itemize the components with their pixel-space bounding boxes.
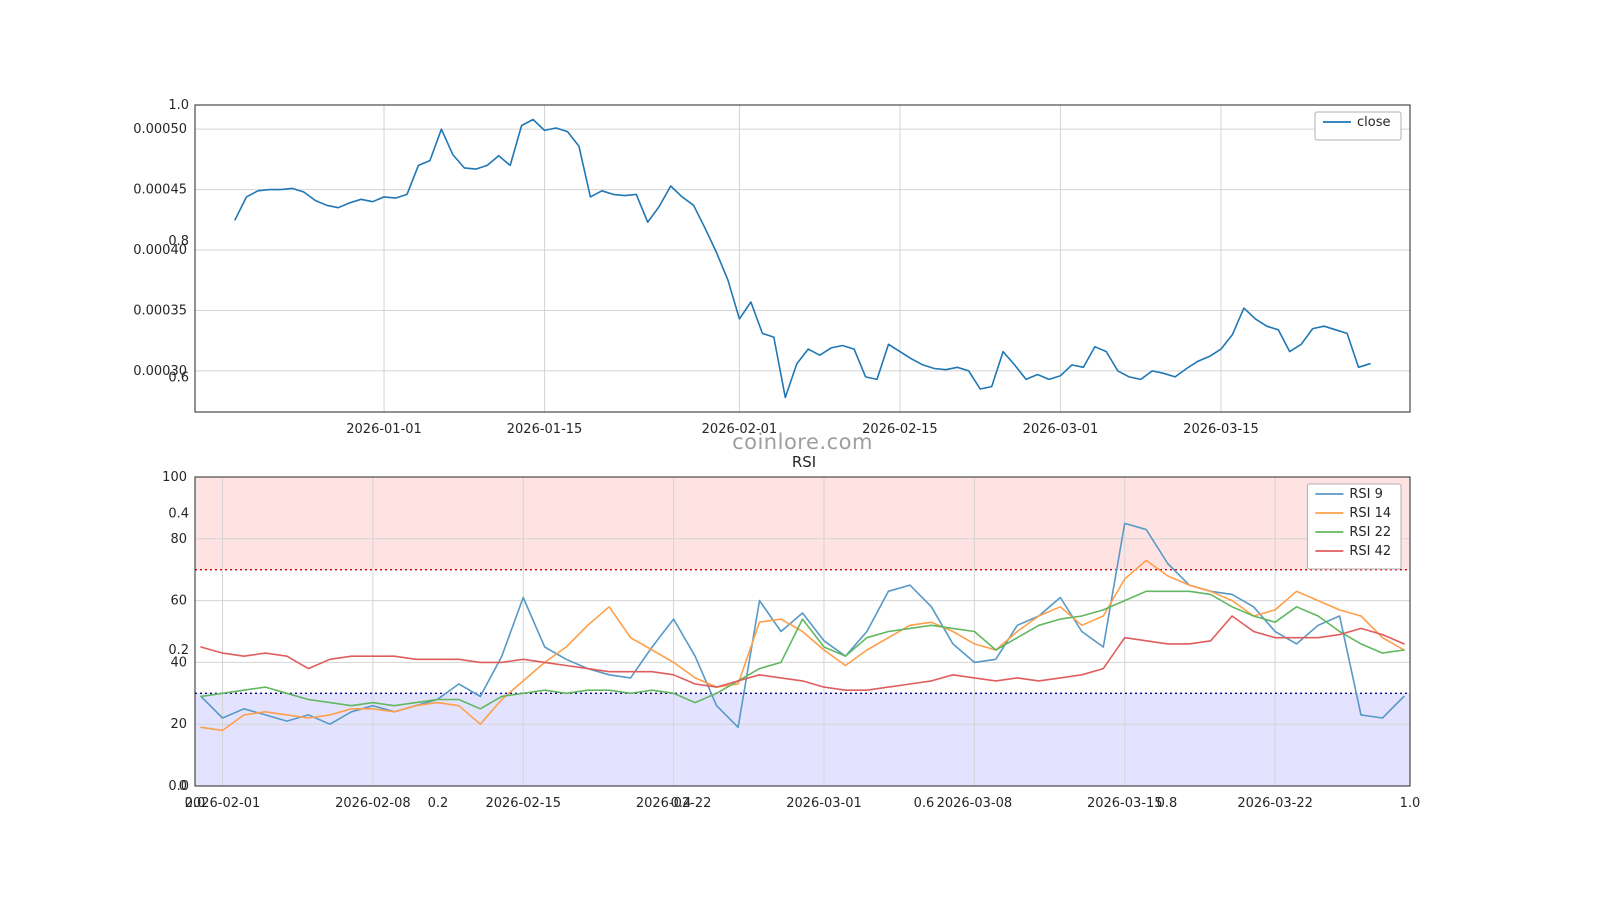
rsi-x-tick-label: 2026-02-15 — [485, 796, 561, 811]
rsi-legend-label: RSI 42 — [1349, 544, 1391, 559]
rsi-x-tick-label: 2026-02-08 — [335, 796, 411, 811]
rsi-x-tick-label: 2026-02-22 — [636, 796, 712, 811]
rsi-y-tick-label: 20 — [170, 717, 187, 732]
rsi-legend-label: RSI 22 — [1349, 525, 1391, 540]
price-x-tick-label: 2026-01-15 — [507, 422, 583, 437]
background-axis-y-label: 1.0 — [168, 98, 189, 113]
price-legend-label: close — [1357, 115, 1390, 130]
series-line-rsi-42 — [200, 615, 1405, 692]
rsi-band-overbought — [195, 477, 1410, 570]
series-line-rsi-14 — [200, 559, 1405, 732]
background-axis-y-label: 0.4 — [168, 507, 189, 522]
rsi-y-tick-label: 80 — [170, 532, 187, 547]
rsi-legend-box — [1306, 483, 1402, 570]
series-line-rsi-22 — [200, 590, 1405, 710]
price-y-tick-label: 0.00045 — [133, 183, 187, 198]
watermark: coinlore.com — [732, 430, 873, 454]
rsi-x-tick-label: 2026-03-15 — [1087, 796, 1163, 811]
price-plot-frame — [194, 104, 1411, 413]
background-axis-y-label: 0.6 — [168, 370, 189, 385]
rsi-y-tick-label: 0 — [179, 779, 187, 794]
price-y-tick-label: 0.00040 — [133, 243, 187, 258]
background-axis-x-label: 0.0 — [185, 796, 206, 811]
rsi-x-tick-label: 2026-03-01 — [786, 796, 862, 811]
rsi-legend-label: RSI 14 — [1349, 506, 1391, 521]
background-axis-x-label: 0.8 — [1157, 796, 1178, 811]
rsi-legend-label: RSI 9 — [1349, 487, 1383, 502]
rsi-band-oversold — [195, 693, 1410, 786]
price-x-tick-label: 2026-02-01 — [702, 422, 778, 437]
background-axis-x-label: 0.4 — [671, 796, 692, 811]
background-axis-x-label: 1.0 — [1400, 796, 1421, 811]
price-legend-box — [1314, 111, 1402, 141]
rsi-y-tick-label: 40 — [170, 655, 187, 670]
rsi-chart-title: RSI — [791, 453, 817, 471]
price-x-tick-label: 2026-03-01 — [1023, 422, 1099, 437]
background-axis-y-label: 0.8 — [168, 234, 189, 249]
rsi-x-tick-label: 2026-02-01 — [185, 796, 261, 811]
price-y-tick-label: 0.00035 — [133, 303, 187, 318]
price-y-tick-label: 0.00030 — [133, 364, 187, 379]
price-x-tick-label: 2026-02-15 — [862, 422, 938, 437]
rsi-x-tick-label: 2026-03-22 — [1237, 796, 1313, 811]
background-axis-x-label: 0.6 — [914, 796, 935, 811]
background-axis-y-label: 0.0 — [168, 779, 189, 794]
rsi-plot-frame — [194, 476, 1411, 787]
background-axis-x-label: 0.2 — [428, 796, 449, 811]
price-x-tick-label: 2026-01-01 — [346, 422, 422, 437]
series-line-close — [234, 118, 1371, 399]
background-axis-y-label: 0.2 — [168, 643, 189, 658]
rsi-y-tick-label: 100 — [162, 470, 187, 485]
rsi-y-tick-label: 60 — [170, 594, 187, 609]
price-y-tick-label: 0.00050 — [133, 122, 187, 137]
price-x-tick-label: 2026-03-15 — [1183, 422, 1259, 437]
rsi-x-tick-label: 2026-03-08 — [937, 796, 1013, 811]
